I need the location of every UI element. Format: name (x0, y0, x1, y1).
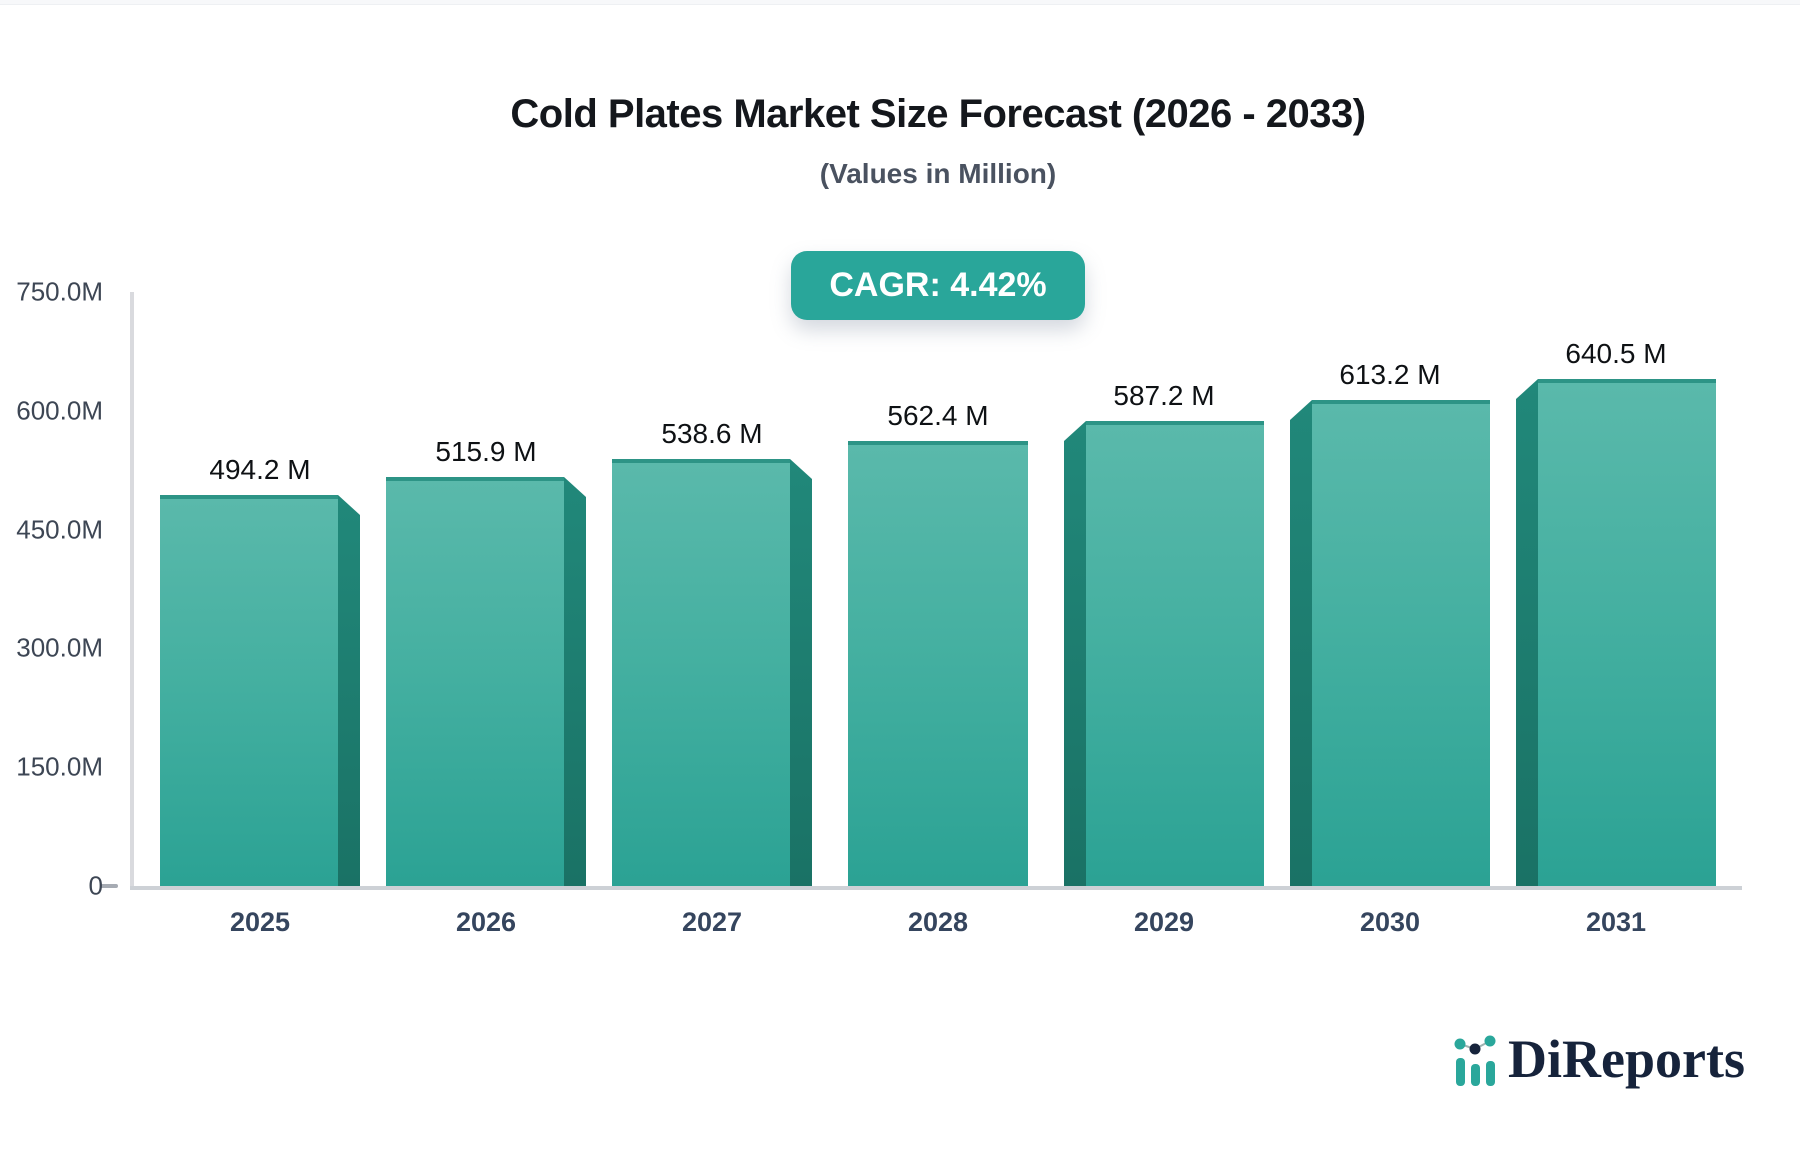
bar-2025[interactable] (160, 495, 338, 886)
top-strip (0, 0, 1800, 5)
bar-3d-side (1064, 421, 1086, 886)
bar-group-2028: 562.4 M 2028 (838, 400, 1038, 937)
y-tick-label-150.0M: 150.0M (16, 751, 103, 782)
x-axis-label-2025: 2025 (229, 907, 291, 937)
bar-2031[interactable] (1538, 379, 1716, 886)
bar-3d-side (564, 477, 586, 886)
y-tick-label-750.0M: 750.0M (16, 276, 103, 307)
bar-2026[interactable] (386, 477, 564, 886)
y-tick-label-450.0M: 450.0M (16, 514, 103, 545)
chart-subtitle: (Values in Million) (819, 158, 1057, 189)
bar-value-label: 494.2 M (209, 454, 311, 485)
bar-value-label: 515.9 M (435, 436, 537, 467)
bar-3d-side (338, 495, 360, 886)
bar-value-label: 613.2 M (1339, 359, 1441, 390)
bar-group-2027: 538.6 M 2027 (612, 418, 812, 937)
bar-value-label: 587.2 M (1113, 380, 1215, 411)
zero-tick-mark (100, 884, 118, 888)
chart-title: Cold Plates Market Size Forecast (2026 -… (510, 92, 1366, 136)
y-tick-label-300.0M: 300.0M (16, 632, 103, 663)
bar-group-2031: 640.5 M 2031 (1516, 338, 1716, 937)
cagr-badge-row: CAGR: 4.42% (134, 251, 1742, 320)
bar-group-2030: 613.2 M 2030 (1290, 359, 1490, 937)
bar-2030[interactable] (1312, 400, 1490, 886)
x-axis-line (130, 886, 1742, 890)
bar-value-label: 538.6 M (661, 418, 763, 449)
bar-2027[interactable] (612, 459, 790, 886)
x-axis-label-2028: 2028 (907, 907, 969, 937)
direports-logo: DiReports (1452, 1028, 1745, 1090)
bar-2028[interactable] (848, 441, 1028, 886)
bar-value-label: 640.5 M (1565, 338, 1667, 369)
x-axis-label-2031: 2031 (1585, 907, 1647, 937)
bar-2029[interactable] (1086, 421, 1264, 886)
y-tick-label-0: 0 (88, 870, 103, 901)
y-tick-label-600.0M: 600.0M (16, 395, 103, 426)
bar-3d-side (1516, 379, 1538, 886)
x-axis-label-2027: 2027 (681, 907, 743, 937)
bar-3d-side (790, 459, 812, 886)
bars-area: 494.2 M 2025 515.9 M 2026 538.6 M 2027 562.4 M… (134, 292, 1742, 937)
x-axis-label-2026: 2026 (455, 907, 517, 937)
cagr-badge: CAGR: 4.42% (791, 251, 1085, 320)
bar-3d-side (1290, 400, 1312, 886)
y-axis-line (130, 292, 134, 888)
bar-group-2026: 515.9 M 2026 (386, 436, 586, 937)
x-axis-label-2029: 2029 (1133, 907, 1195, 937)
logo-text: DiReports (1508, 1029, 1745, 1089)
bar-group-2025: 494.2 M 2025 (160, 454, 360, 937)
mini-bar-chart-icon (1454, 1035, 1496, 1086)
bar-group-2029: 587.2 M 2029 (1064, 380, 1264, 937)
x-axis-label-2030: 2030 (1359, 907, 1421, 937)
bar-value-label: 562.4 M (887, 400, 989, 431)
